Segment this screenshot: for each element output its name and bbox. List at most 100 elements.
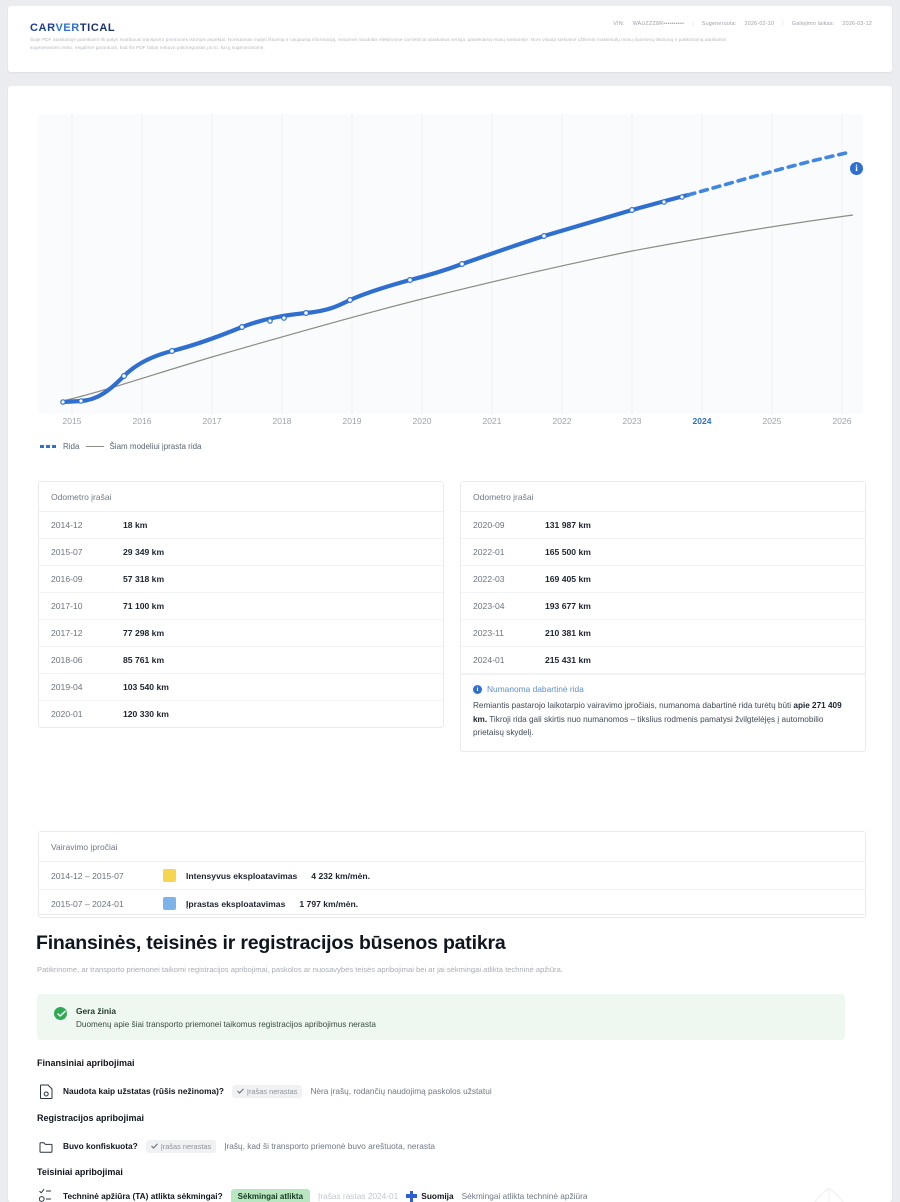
projected-mileage-line [686,150,852,197]
report-body: i 2015 2016 2017 2018 2019 2020 2021 202… [8,86,892,1202]
odometer-value: 29 349 km [123,547,165,557]
driving-habits-table: Vairavimo įpročiai 2014-12 – 2015-07 Int… [38,831,866,918]
table-row: 2019-04 103 540 km [39,674,443,701]
habit-range: 2014-12 – 2015-07 [51,870,124,881]
table-row: 2020-01 120 330 km [39,701,443,727]
x-tick-2020: 2020 [412,416,432,426]
estimated-body-part-1: Remiantis pastarojo laikotarpio vairavim… [473,701,794,710]
table-row: 2017-10 71 100 km [39,593,443,620]
report-header: CARVERTICAL VIN: WAUZZZ8R•••••••••• | Su… [8,6,892,72]
restriction-note: Sėkmingai atlikta techninė apžiūra [461,1191,588,1201]
table-row: 2020-09 131 987 km [461,512,865,539]
habit-color-swatch [163,869,176,882]
estimated-mileage-title: Numanoma dabartinė rida [487,684,584,694]
legend-dash-icon [40,445,58,448]
actual-mileage-line [60,192,691,405]
status-badge-label: Įrašas nerastas [246,1086,298,1096]
table-row: 2017-12 77 298 km [39,620,443,647]
chart-legend: Rida Šiam modeliui įprasta rida [40,442,202,451]
odometer-value: 210 381 km [545,628,591,638]
odometer-date: 2017-10 [51,601,83,611]
vin-value: WAUZZZ8R•••••••••• [632,21,685,27]
restriction-row-confiscated: Buvo konfiskuota? Įrašas nerastas Įrašų,… [37,1136,435,1156]
header-disclaimer: Šioje PDF ataskaitoje pateikiami tik pat… [30,37,727,51]
restriction-row-collateral: Naudota kaip užstatas (rūšis nežinoma)? … [37,1081,492,1101]
x-tick-2023: 2023 [622,416,642,426]
checklist-icon [37,1186,55,1202]
folder-icon [37,1136,55,1156]
restriction-note: Nėra įrašų, rodančių naudojimą paskolos … [310,1086,492,1096]
estimated-mileage-value: apie 271 409 km. [473,701,842,724]
check-circle-icon [54,1007,67,1020]
chart-gridlines [71,114,843,414]
odometer-value: 57 318 km [123,574,165,584]
x-tick-2024: 2024 [692,416,712,426]
chart-plot-area: i [38,114,863,414]
odometer-value: 193 677 km [545,601,591,611]
x-tick-2018: 2018 [272,416,292,426]
logo-part-1: CAR [30,22,56,34]
odometer-value: 215 431 km [545,655,591,665]
x-tick-2026: 2026 [832,416,852,426]
restriction-question: Buvo konfiskuota? [63,1141,138,1151]
odometer-date: 2020-01 [51,709,83,719]
odometer-records-right: Odometro įrašai 2020-09 131 987 km 2022-… [460,481,866,752]
odometer-value: 120 330 km [123,709,169,719]
odometer-value: 71 100 km [123,601,165,611]
section-divider [38,914,864,915]
odometer-value: 131 987 km [545,520,591,530]
table-row: 2018-06 85 761 km [39,647,443,674]
typical-mileage-line [62,214,854,402]
mileage-chart: i 2015 2016 2017 2018 2019 2020 2021 202… [38,114,863,451]
odometer-value: 165 500 km [545,547,591,557]
restriction-record-date: Įrašas rastas 2024-01 [318,1191,399,1201]
page-title: Finansinės, teisinės ir registracijos bū… [36,932,506,954]
country-name: Suomija [421,1191,454,1201]
header-meta: VIN: WAUZZZ8R•••••••••• | Sugeneruota: 2… [613,21,872,27]
table-row: 2022-03 169 405 km [461,566,865,593]
estimated-mileage-info: i Numanoma dabartinė rida Remiantis past… [461,674,865,751]
generated-label: Sugeneruota: [701,21,737,27]
odometer-value: 85 761 km [123,655,165,665]
habit-label: Įprastas eksploatavimas [186,898,286,909]
legend-label-mileage: Rida [63,442,80,451]
info-icon: i [473,684,482,694]
odometer-date: 2016-09 [51,574,83,584]
chart-data-points [60,194,685,405]
restriction-row-inspection: Techninė apžiūra (TA) atlikta sėkmingai?… [37,1186,587,1202]
meta-separator-2: | [782,21,784,27]
check-icon [237,1088,244,1094]
restriction-question: Naudota kaip užstatas (rūšis nežinoma)? [63,1086,224,1096]
x-tick-2015: 2015 [62,416,82,426]
logo-part-2: VER [55,22,80,34]
x-tick-2022: 2022 [552,416,572,426]
odometer-date: 2022-03 [473,574,505,584]
odometer-date: 2018-06 [51,655,83,665]
status-badge-label: Įrašas nerastas [160,1141,212,1151]
chart-x-axis: 2015 2016 2017 2018 2019 2020 2021 2022 … [38,416,863,436]
valid-value: 2026-03-12 [842,21,872,27]
table-row: 2014-12 18 km [39,512,443,539]
table-row: 2024-01 215 431 km [461,647,865,674]
page-subtitle: Patikrinome, ar transporto priemonei tai… [37,965,563,974]
status-badge: Įrašas nerastas [231,1084,303,1098]
odometer-date: 2014-12 [51,520,83,530]
odometer-date: 2024-01 [473,655,505,665]
driving-habits-title: Vairavimo įpročiai [39,832,865,862]
logo-part-3: TICAL [79,22,116,34]
chart-info-badge[interactable]: i [850,162,863,175]
habit-rate: 1 797 km/mėn. [299,898,359,909]
table-row: 2022-01 165 500 km [461,539,865,566]
x-tick-2017: 2017 [202,416,222,426]
habit-range: 2015-07 – 2024-01 [51,898,124,909]
odometer-right-title: Odometro įrašai [461,482,865,512]
carvertical-logo: CARVERTICAL [30,22,115,34]
table-row: 2023-11 210 381 km [461,620,865,647]
estimated-body-part-2: Tikroji rida gali skirtis nuo numanomos … [473,714,824,738]
status-badge-success: Sėkmingai atlikta [230,1188,311,1202]
check-icon [150,1143,158,1149]
restriction-note: Įrašų, kad ši transporto priemonė buvo a… [224,1141,435,1151]
odometer-value: 18 km [123,520,148,530]
generated-value: 2026-02-10 [744,21,775,27]
